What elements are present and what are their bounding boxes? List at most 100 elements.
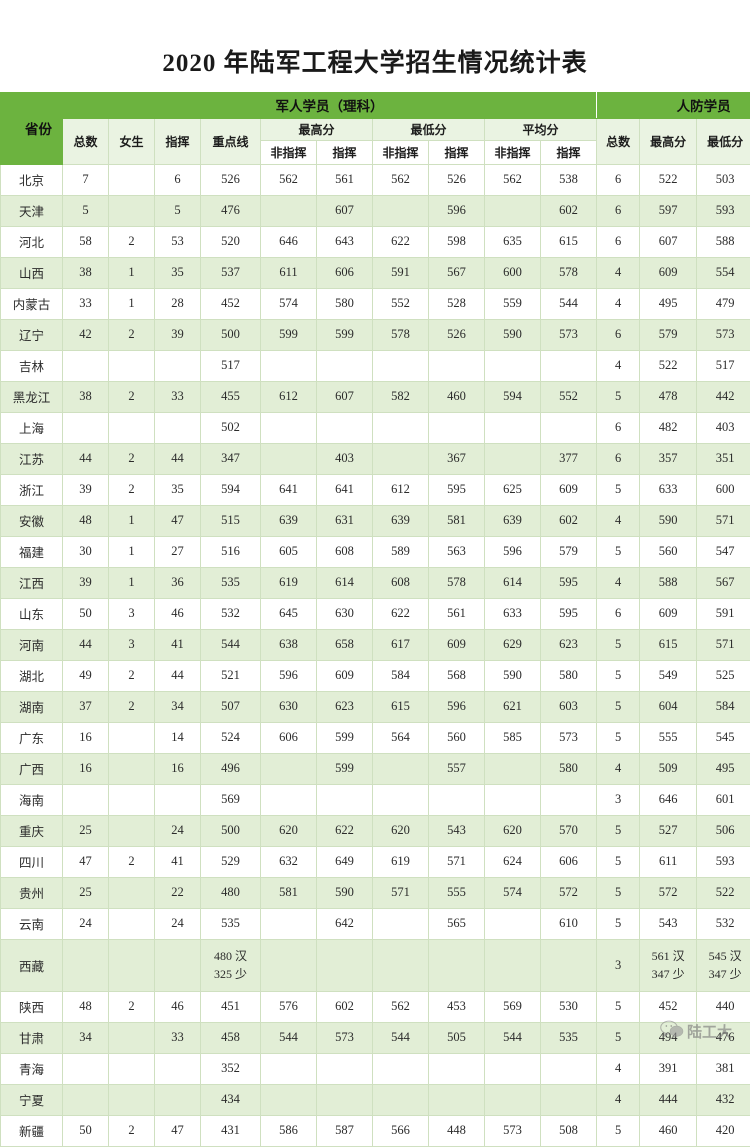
data-cell: 391: [640, 1053, 697, 1084]
data-cell: 53: [155, 226, 201, 257]
data-cell: 560: [640, 536, 697, 567]
table-row: 江西391365356196146085786145954588567575: [1, 567, 750, 598]
data-cell: 46: [155, 598, 201, 629]
data-cell: 500: [201, 815, 261, 846]
data-cell: 632: [261, 846, 317, 877]
data-cell: 646: [261, 226, 317, 257]
data-cell: 460: [640, 1115, 697, 1146]
data-cell: [261, 350, 317, 381]
data-cell: [155, 1053, 201, 1084]
data-cell: 584: [697, 691, 750, 722]
table-row: 浙江392355946416416125956256095633600608: [1, 474, 750, 505]
data-cell: [109, 1053, 155, 1084]
header-military-total: 总数: [63, 118, 109, 164]
province-name-cell: 内蒙古: [1, 288, 63, 319]
data-cell: 5: [155, 195, 201, 226]
table-row: 吉林5174522517519: [1, 350, 750, 381]
province-name-cell: 福建: [1, 536, 63, 567]
data-cell: 1: [109, 536, 155, 567]
data-cell: 602: [541, 195, 597, 226]
data-cell: [373, 195, 429, 226]
table-row: 北京765265625615625265625386522503510: [1, 164, 750, 195]
table-row: 湖南372345076306236155966216035604584594: [1, 691, 750, 722]
data-cell: 6: [155, 164, 201, 195]
province-name-cell: 浙江: [1, 474, 63, 505]
data-cell: [373, 443, 429, 474]
data-cell: 44: [155, 660, 201, 691]
data-cell: 593: [697, 195, 750, 226]
data-cell: 2: [109, 1115, 155, 1146]
data-cell: [63, 1053, 109, 1084]
header-lowest-non-command: 非指挥: [373, 140, 429, 164]
data-cell: 1: [109, 257, 155, 288]
data-cell: 517: [201, 350, 261, 381]
data-cell: 508: [541, 1115, 597, 1146]
data-cell: 606: [541, 846, 597, 877]
data-cell: 39: [63, 474, 109, 505]
data-cell: 567: [429, 257, 485, 288]
data-cell: [485, 784, 541, 815]
data-cell: 581: [261, 877, 317, 908]
data-cell: 460: [429, 381, 485, 412]
data-cell: 588: [640, 567, 697, 598]
data-cell: 585: [485, 722, 541, 753]
province-name-cell: 宁夏: [1, 1084, 63, 1115]
data-cell: [261, 1084, 317, 1115]
data-cell: [261, 939, 317, 991]
data-cell: 25: [63, 877, 109, 908]
data-cell: 24: [155, 908, 201, 939]
data-cell: 6: [597, 319, 640, 350]
province-name-cell: 陕西: [1, 991, 63, 1022]
data-cell: 562: [373, 164, 429, 195]
data-cell: 604: [640, 691, 697, 722]
data-cell: 624: [485, 846, 541, 877]
province-name-cell: 海南: [1, 784, 63, 815]
data-cell: 619: [261, 567, 317, 598]
province-name-cell: 湖南: [1, 691, 63, 722]
data-cell: 658: [317, 629, 373, 660]
data-cell: 367: [429, 443, 485, 474]
data-cell: 590: [485, 319, 541, 350]
data-cell: 571: [373, 877, 429, 908]
data-cell: 615: [373, 691, 429, 722]
data-cell: 48: [63, 505, 109, 536]
data-cell: 535: [201, 567, 261, 598]
data-cell: 590: [317, 877, 373, 908]
data-cell: 403: [317, 443, 373, 474]
data-cell: 35: [155, 474, 201, 505]
data-cell: 607: [317, 195, 373, 226]
data-cell: 562: [373, 991, 429, 1022]
data-cell: 562: [485, 164, 541, 195]
province-name-cell: 河南: [1, 629, 63, 660]
data-cell: [317, 939, 373, 991]
data-cell: [373, 939, 429, 991]
data-cell: [109, 1022, 155, 1053]
header-military-command: 指挥: [155, 118, 201, 164]
data-cell: 24: [63, 908, 109, 939]
table-row: 山东503465326456306225616335956609591600: [1, 598, 750, 629]
data-cell: 532: [201, 598, 261, 629]
data-cell: [429, 784, 485, 815]
data-cell: 47: [155, 1115, 201, 1146]
table-row: 海南5693646601621: [1, 784, 750, 815]
data-cell: 3: [597, 784, 640, 815]
data-cell: 44: [63, 443, 109, 474]
data-cell: 25: [63, 815, 109, 846]
data-cell: 642: [317, 908, 373, 939]
data-cell: [541, 1084, 597, 1115]
data-cell: 615: [640, 629, 697, 660]
data-cell: 608: [317, 536, 373, 567]
data-cell: 573: [485, 1115, 541, 1146]
data-cell: [261, 784, 317, 815]
data-cell: 4: [597, 505, 640, 536]
data-cell: 27: [155, 536, 201, 567]
data-cell: 5: [597, 629, 640, 660]
data-cell: 529: [201, 846, 261, 877]
data-cell: 580: [541, 660, 597, 691]
data-cell: 377: [541, 443, 597, 474]
data-cell: 4: [597, 753, 640, 784]
data-cell: 617: [373, 629, 429, 660]
data-cell: 521: [201, 660, 261, 691]
data-cell: 606: [261, 722, 317, 753]
